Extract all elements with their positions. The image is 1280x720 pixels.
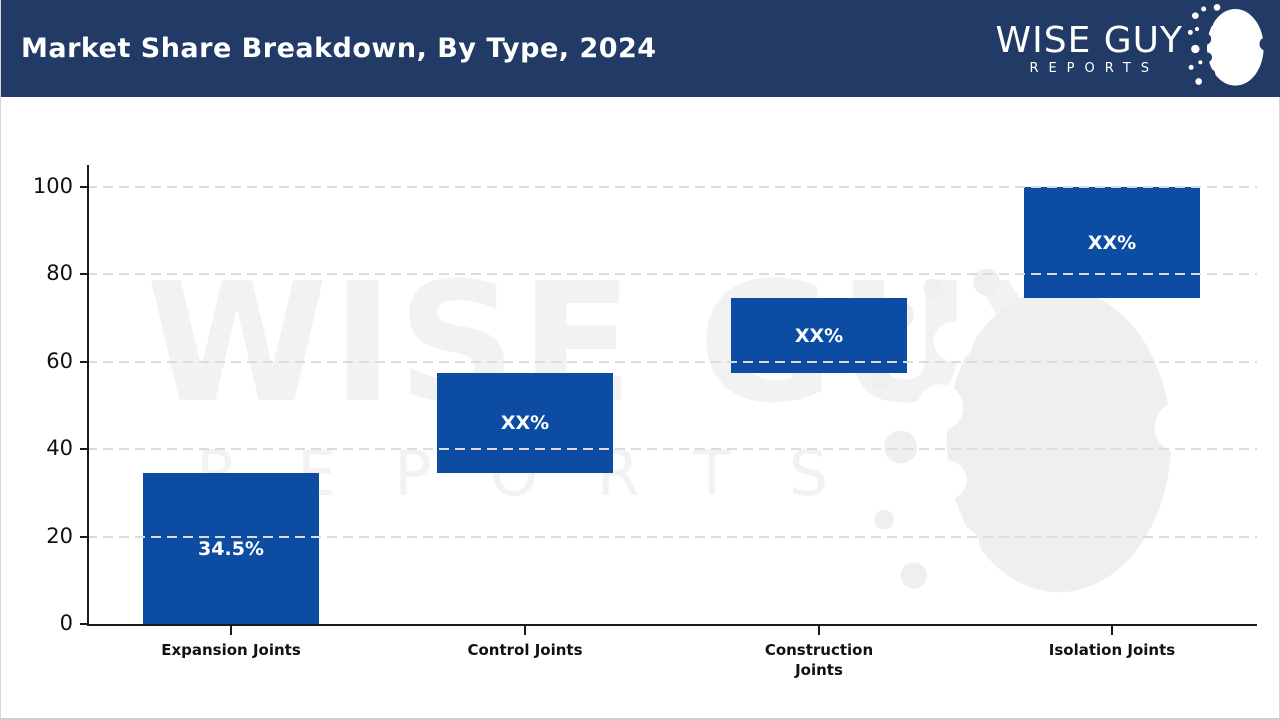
y-tick-mark <box>80 623 87 625</box>
gridline-40 <box>87 448 1257 451</box>
header-bar: Market Share Breakdown, By Type, 2024 WI… <box>1 0 1280 97</box>
y-tick-mark <box>80 186 87 188</box>
x-tick-mark <box>1111 626 1113 635</box>
bar-value-label-1: XX% <box>500 411 550 434</box>
y-tick-mark <box>80 535 87 538</box>
x-category-label-2: Construction Joints <box>764 641 874 679</box>
logo-text: WISE GUY REPORTS <box>996 22 1184 76</box>
x-category-label-0: Expansion Joints <box>161 641 301 659</box>
y-tick-mark <box>80 448 87 451</box>
bar-0 <box>143 473 319 624</box>
x-tick-mark <box>524 626 526 635</box>
bar-value-label-0: 34.5% <box>198 537 264 560</box>
bar-2 <box>731 298 907 373</box>
bar-1 <box>437 372 613 474</box>
y-tick-label: 80 <box>46 261 73 286</box>
gridline-20 <box>87 535 1257 538</box>
chart-area: WISE GUY REPORTS 0 20 40 60 80 100 34.5% XX% XX%… <box>1 97 1280 718</box>
bar-value-label-2: XX% <box>794 324 844 347</box>
wiseguy-head-icon <box>1187 4 1269 86</box>
logo-wordmark: WISE GUY <box>995 20 1183 62</box>
y-tick-label: 20 <box>46 523 73 548</box>
x-axis-line <box>87 624 1257 626</box>
y-tick-label: 40 <box>46 436 73 461</box>
gridline-80 <box>87 273 1257 276</box>
x-tick-mark <box>818 626 820 635</box>
bar-value-label-3: XX% <box>1087 231 1137 254</box>
x-category-label-1: Control Joints <box>467 641 583 659</box>
wiseguy-logo: WISE GUY REPORTS <box>996 4 1269 94</box>
gridline-60 <box>87 360 1257 363</box>
y-tick-label: 0 <box>59 611 73 635</box>
bar-3 <box>1024 187 1200 299</box>
x-category-label-3: Isolation Joints <box>1048 641 1176 659</box>
y-tick-mark <box>80 273 87 276</box>
page-title: Market Share Breakdown, By Type, 2024 <box>21 33 657 64</box>
logo-subtitle: REPORTS <box>1029 60 1160 76</box>
x-tick-mark <box>230 626 232 635</box>
plot-area: 0 20 40 60 80 100 34.5% XX% XX% XX% Expansion Join… <box>1 97 1280 718</box>
y-axis-line <box>87 165 89 626</box>
y-tick-label: 100 <box>32 174 73 198</box>
y-tick-mark <box>80 360 87 363</box>
y-tick-label: 60 <box>46 348 73 373</box>
gridline-100 <box>87 186 1257 188</box>
